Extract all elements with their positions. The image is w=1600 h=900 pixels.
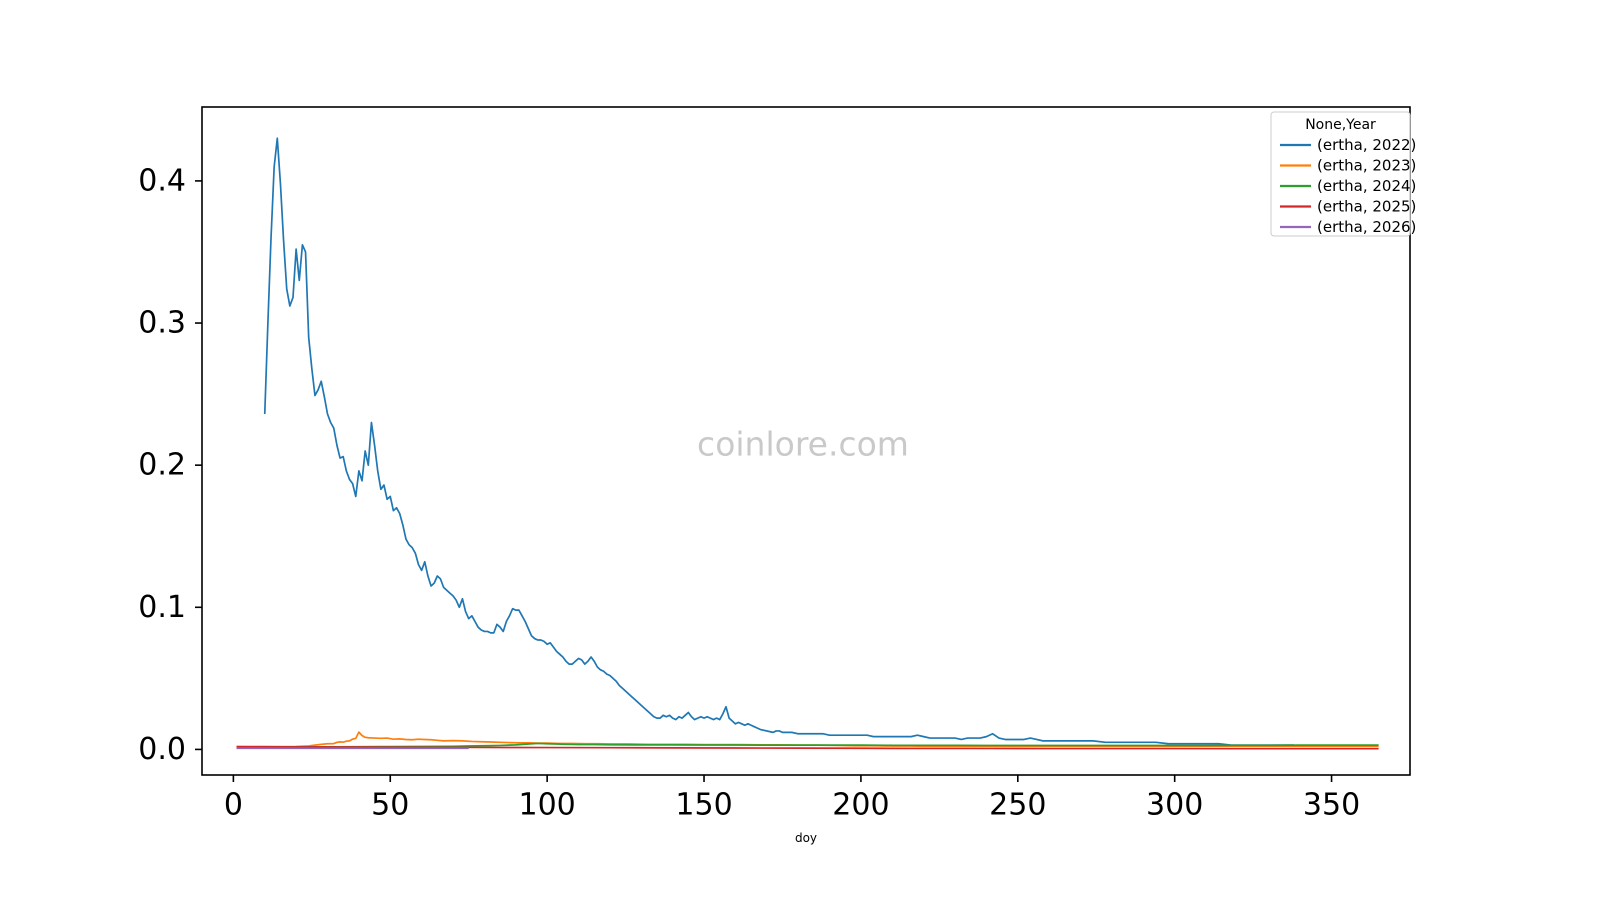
chart-legend[interactable]: None,Year (ertha, 2022) (ertha, 2023) (erth…: [1270, 111, 1416, 237]
x-tick-label: 0: [224, 788, 243, 823]
x-axis-label: doy: [795, 831, 817, 845]
x-tick-label: 200: [832, 788, 889, 823]
legend-background: [1270, 111, 1411, 237]
series-layer: [236, 137, 1379, 750]
plot-spines: [201, 106, 1411, 776]
x-tick-label: 250: [989, 788, 1046, 823]
legend-entry-label[interactable]: (ertha, 2022): [1317, 136, 1416, 154]
y-tick-label: 0.0: [138, 732, 186, 767]
series-line-ertha-2022: [263, 137, 1294, 747]
y-tick-label: 0.4: [138, 163, 186, 198]
axis-ticks: 0.0 0.1 0.2 0.3 0.4 0 50 100 150 200 250 300 350: [138, 163, 1360, 822]
y-tick-label: 0.1: [138, 590, 186, 625]
x-tick-label: 100: [519, 788, 576, 823]
x-tick-label: 300: [1146, 788, 1203, 823]
x-tick-label: 150: [675, 788, 732, 823]
series-line-ertha-2025: [236, 746, 1379, 750]
y-tick-label: 0.2: [138, 448, 186, 483]
legend-title: None,Year: [1305, 117, 1376, 133]
legend-entry-label[interactable]: (ertha, 2026): [1317, 218, 1416, 236]
y-tick-label: 0.3: [138, 306, 186, 341]
watermark-label: coinlore.com: [697, 425, 909, 464]
legend-entry-label[interactable]: (ertha, 2025): [1317, 198, 1416, 216]
x-tick-label: 50: [371, 788, 409, 823]
x-tick-label: 350: [1303, 788, 1360, 823]
legend-entry-label[interactable]: (ertha, 2024): [1317, 177, 1416, 195]
legend-entry-label[interactable]: (ertha, 2023): [1317, 157, 1416, 175]
series-line-ertha-2024: [236, 742, 1379, 748]
axes-frame: [201, 106, 1411, 776]
series-line-ertha-2023: [236, 731, 1379, 748]
